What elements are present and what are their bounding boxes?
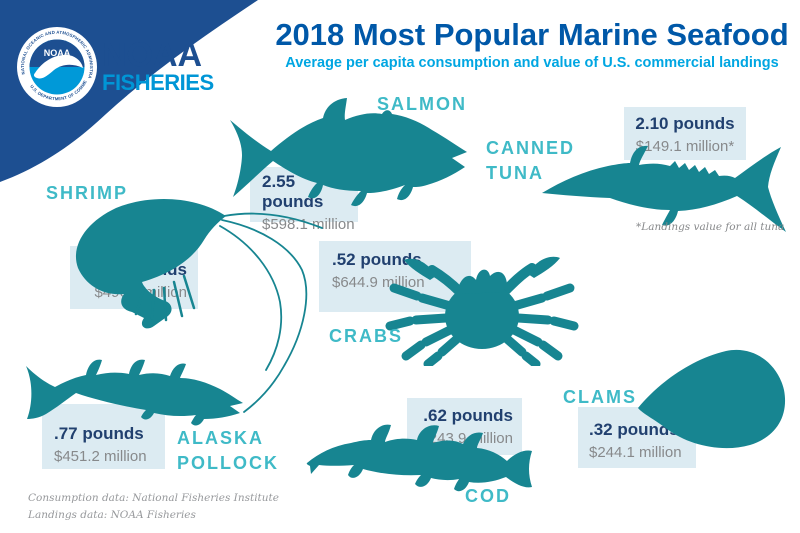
credit-consumption: Consumption data: National Fisheries Ins… (28, 492, 279, 504)
shrimp-silhouette-icon (75, 198, 323, 413)
canned-tuna-value: $149.1 million* (635, 138, 735, 155)
clams-value: $244.1 million (589, 444, 682, 461)
crabs-pounds: .52 pounds (332, 250, 422, 269)
page-title: 2018 Most Popular Marine Seafood (275, 17, 789, 52)
seal-seagull-icon (33, 54, 84, 79)
salmon-pounds: 2.55 pounds (262, 172, 324, 211)
noaa-wordmark: NOAA (102, 36, 203, 74)
alaska-pollock-pounds: .77 pounds (54, 424, 144, 443)
fisheries-wordmark: FISHERIES (102, 70, 214, 95)
crab-body (445, 283, 519, 349)
cod-label: COD (465, 486, 511, 506)
crab-legs (385, 263, 579, 366)
clam-silhouette-icon (638, 349, 786, 449)
alaska-pollock-silhouette-icon (26, 359, 243, 426)
crab-crown (458, 269, 507, 294)
seal-center-text: NOAA (44, 48, 71, 58)
tuna-silhouette-icon (542, 145, 786, 232)
canned-tuna-pounds: 2.10 pounds (635, 114, 735, 133)
clams-pounds: .32 pounds (589, 420, 679, 439)
crab-silhouette-icon (385, 256, 579, 366)
alaska-pollock-label: ALASKA POLLOCK (177, 428, 279, 473)
crab-claw-left (404, 258, 436, 280)
tuna-footnote: *Landings value for all tuna (636, 221, 785, 233)
alaska-pollock-value: $451.2 million (54, 448, 147, 465)
salmon-value: $598.1 million (262, 216, 355, 233)
clams-label: CLAMS (563, 387, 637, 407)
shrimp-antennae (219, 212, 323, 413)
shrimp-legs (134, 274, 196, 322)
page-subtitle: Average per capita consumption and value… (285, 55, 779, 71)
salmon-label: SALMON (377, 94, 467, 114)
salmon-silhouette-icon (230, 98, 467, 207)
clams-stat-box: .32 pounds $244.1 million (578, 407, 696, 468)
cod-pounds: .62 pounds (423, 406, 513, 425)
canned-tuna-label: CANNED TUNA (486, 138, 576, 183)
data-credits: Consumption data: National Fisheries Ins… (28, 490, 279, 524)
credit-landings: Landings data: NOAA Fisheries (28, 509, 196, 521)
shrimp-label: SHRIMP (46, 183, 129, 203)
cod-silhouette-icon (306, 424, 532, 492)
crabs-label: CRABS (329, 326, 404, 346)
crab-claw-right (528, 256, 560, 278)
noaa-seal-logo: NATIONAL OCEANIC AND ATMOSPHERIC ADMINIS… (17, 27, 97, 107)
